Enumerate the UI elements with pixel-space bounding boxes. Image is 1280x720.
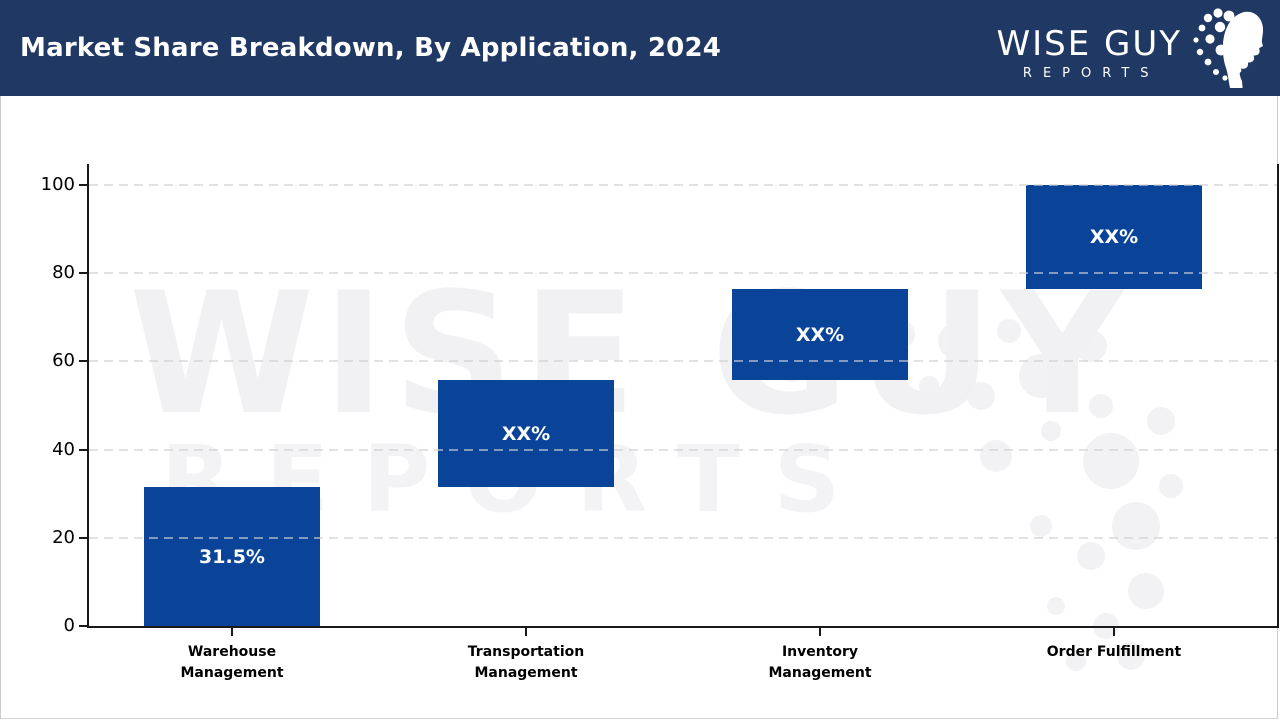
x-tick-label-line: Order Fulfillment [1046,644,1182,660]
y-tick-label: 20 [52,526,75,548]
y-tick-label: 60 [52,350,75,372]
gridline [89,272,1278,275]
x-tick-label-line: Warehouse [187,644,277,660]
page-title: Market Share Breakdown, By Application, … [20,33,722,63]
bar-value-label: XX% [1089,226,1139,249]
header-bar: Market Share Breakdown, By Application, … [0,0,1280,96]
y-tick [79,272,87,275]
x-tick-label-line: Transportation [467,644,585,660]
x-tick-label-line: Inventory [781,644,859,660]
watermark-wordmark: WISE GUY [129,256,1132,452]
x-axis-spine [87,626,1278,628]
y-tick [79,536,87,539]
bar-order-fulfillment: XX% [1026,185,1202,290]
y-tick-label: 80 [52,262,75,284]
x-tick [525,628,527,636]
gridline [89,536,1278,539]
x-tick-label-line: Management [768,665,872,681]
y-tick [79,625,87,627]
x-tick-label-line: Management [474,665,578,681]
y-tick-label: 100 [40,174,75,195]
x-tick [819,628,821,636]
x-tick-label-warehouse-management: Warehouse Management [82,642,382,684]
y-tick-label: 0 [63,615,75,636]
logo-subtitle: REPORTS [1022,65,1160,81]
chart-area: WISE GUY REPORTS 31.5%XX%XX%XX%020406080… [0,96,1279,719]
bar-value-label: 31.5% [199,545,265,568]
y-axis-spine [87,164,89,628]
bar-value-label: XX% [795,323,845,346]
y-tick [79,448,87,451]
y-tick [79,360,87,363]
y-tick-label: 40 [52,438,75,460]
bar-warehouse-management: 31.5% [144,487,320,626]
gridline [89,360,1278,363]
wise-guy-logo: WISE GUY REPORTS [996,6,1266,88]
x-tick-label-line: Management [180,665,284,681]
x-tick-label-order-fulfillment: Order Fulfillment [964,642,1264,663]
logo-head-icon [1193,8,1264,88]
x-tick [231,628,233,636]
x-tick-label-inventory-management: Inventory Management [670,642,970,684]
right-spine [1277,164,1279,628]
bar-value-label: XX% [501,422,551,445]
x-tick [1113,628,1115,636]
logo-wordmark: WISE GUY [996,23,1182,64]
gridline [89,448,1278,451]
gridline [89,184,1278,186]
y-tick [79,184,87,186]
bar-inventory-management: XX% [732,289,908,381]
logo-text: WISE GUY REPORTS [996,24,1182,81]
bar-transportation-management: XX% [438,380,614,488]
x-tick-label-transportation-management: Transportation Management [376,642,676,684]
